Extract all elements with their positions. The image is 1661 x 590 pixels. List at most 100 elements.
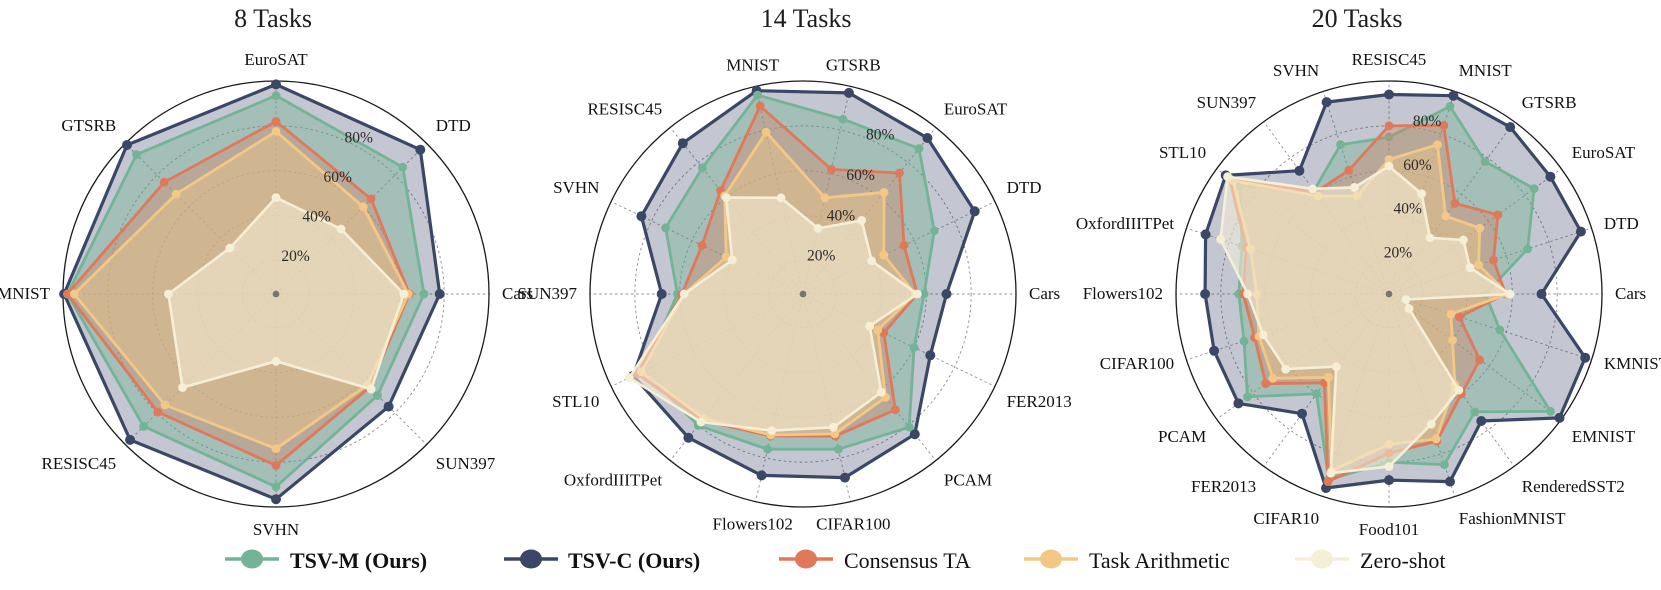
- series-zero_shot-marker-eurosat: [1459, 235, 1468, 245]
- series-zero_shot-marker-oxfordiiitpet: [696, 417, 706, 427]
- series-zero_shot-marker-mnist: [776, 193, 786, 203]
- axis-label-dtd: DTD: [1007, 178, 1042, 197]
- series-tsv_c-marker-pcam: [909, 429, 920, 440]
- tick-label-80%: 80%: [1413, 113, 1442, 130]
- series-tsv_c-marker-cars: [941, 289, 952, 299]
- axis-label-svhn: SVHN: [553, 178, 599, 197]
- series-zero_shot-marker-fer2013: [1331, 362, 1341, 371]
- series-zero_shot-marker-dtd: [1465, 263, 1475, 273]
- series-task_arithmetic-marker-eurosat: [879, 187, 889, 197]
- spoke-dtd: [802, 201, 996, 295]
- series-zero_shot-marker-cars: [1505, 289, 1515, 299]
- series-tsv_c-marker-eurosat: [271, 79, 281, 90]
- series-tsv_m-marker-pcam: [1243, 392, 1252, 402]
- series-tsv_c-marker-resisc45: [125, 434, 136, 445]
- axis-label-fer2013: FER2013: [1191, 477, 1256, 496]
- series-zero_shot-marker-resisc45: [1384, 161, 1394, 171]
- axis-label-eurosat: EuroSAT: [1572, 143, 1636, 162]
- series-tsv_m-marker-gtsrb: [1480, 157, 1490, 167]
- axis-label-pcam: PCAM: [944, 471, 992, 490]
- series-tsv_m-marker-fer2013: [1312, 389, 1321, 399]
- series-task_arithmetic-marker-mnist: [69, 289, 79, 299]
- series-consensus_ta-marker-svhn: [271, 461, 281, 470]
- series-consensus_ta-marker-gtsrb: [159, 177, 169, 187]
- series-consensus_ta-marker-dtd: [1489, 255, 1498, 265]
- series-zero_shot-marker-mnist: [164, 289, 173, 299]
- series-task_arithmetic-marker-fashionmnist: [1431, 434, 1441, 444]
- tick-label-20%: 20%: [1384, 244, 1413, 261]
- axis-label-svhn: SVHN: [253, 520, 299, 539]
- series-tsv_c-marker-svhn: [271, 494, 281, 505]
- series-tsv_m-marker-cifar100: [1239, 336, 1249, 346]
- series-task_arithmetic-marker-dtd: [358, 202, 368, 212]
- tick-label-80%: 80%: [344, 129, 373, 146]
- series-zero_shot-marker-flowers102: [767, 426, 777, 435]
- legend-label-consensus_ta: Consensus TA: [844, 548, 971, 573]
- series-tsv_c-marker-oxfordiiitpet: [1200, 229, 1211, 240]
- series-zero_shot-marker-gtsrb: [813, 224, 823, 233]
- series-zero_shot-marker-svhn: [1350, 183, 1359, 192]
- series-tsv_c-marker-sun397: [383, 401, 394, 412]
- axis-label-stl10: STL10: [1159, 143, 1206, 162]
- tick-label-20%: 20%: [807, 248, 836, 265]
- chart-title-20-tasks: 20 Tasks: [1312, 4, 1403, 33]
- series-consensus_ta-marker-dtd: [899, 241, 909, 250]
- series-zero_shot-marker-svhn: [727, 255, 737, 265]
- series-tsv_m-marker-dtd: [1523, 244, 1532, 254]
- series-consensus_ta-marker-emnist: [1475, 355, 1485, 365]
- series-tsv_m-marker-dtd: [929, 226, 939, 236]
- series-zero_shot-marker-food101: [1384, 462, 1394, 471]
- series-tsv_c-marker-eurosat: [922, 133, 933, 143]
- series-task_arithmetic-marker-eurosat: [271, 126, 281, 136]
- axis-label-food101: Food101: [1359, 520, 1419, 539]
- series-tsv_m-marker-resisc45: [697, 163, 707, 173]
- series-consensus_ta-marker-pcam: [890, 405, 900, 415]
- series-tsv_m-marker-fashionmnist: [1440, 460, 1449, 469]
- series-tsv_m-marker-renderedsst2: [1470, 407, 1480, 417]
- series-tsv_m-marker-mnist: [1445, 102, 1455, 111]
- series-tsv_m-marker-dtd: [398, 162, 408, 172]
- series-consensus_ta-marker-eurosat: [271, 117, 281, 126]
- series-tsv_c-marker-dtd: [1575, 226, 1586, 237]
- legend-item-tsv_c: TSV-C (Ours): [504, 548, 700, 573]
- axis-label-dtd: DTD: [1604, 214, 1639, 233]
- series-tsv_m-marker-fer2013: [909, 343, 919, 352]
- tick-label-60%: 60%: [1403, 157, 1432, 174]
- series-tsv_m-marker-gtsrb: [838, 114, 848, 124]
- series-tsv_m-marker-eurosat: [1529, 184, 1539, 194]
- series-consensus_ta-marker-kmnist: [1455, 312, 1464, 322]
- series-tsv_m-marker-eurosat: [271, 91, 281, 100]
- legend-marker-tsv_m: [241, 549, 263, 569]
- series-consensus_ta-marker-svhn: [697, 241, 707, 250]
- series-tsv_c-marker-flowers102: [1200, 289, 1211, 299]
- spoke-fer2013: [802, 293, 996, 387]
- series-tsv_c-marker-eurosat: [1545, 171, 1556, 182]
- series-task_arithmetic-marker-pcam: [1268, 373, 1278, 383]
- tick-label-40%: 40%: [302, 209, 331, 226]
- series-zero_shot-marker-cifar100: [1258, 330, 1268, 340]
- series-consensus_ta-marker-resisc45: [1384, 121, 1394, 131]
- series-tsv_c-marker-dtd: [969, 206, 980, 217]
- series-zero_shot-marker-renderedsst2: [1454, 385, 1464, 395]
- series-tsv_c-marker-resisc45: [677, 138, 688, 149]
- series-task_arithmetic-marker-gtsrb: [820, 193, 830, 203]
- series-zero_shot-marker-eurosat: [271, 193, 281, 203]
- series-zero_shot: [164, 193, 409, 394]
- series-tsv_m-marker-emnist: [1546, 406, 1555, 416]
- series-consensus_ta-marker-eurosat: [1493, 210, 1503, 220]
- series-task_arithmetic-marker-dtd: [879, 250, 889, 260]
- series-tsv_c-marker-gtsrb: [1505, 122, 1516, 133]
- axis-label-gtsrb: GTSRB: [1522, 93, 1577, 112]
- legend-marker-tsv_c: [520, 549, 542, 569]
- series-tsv_c-marker-sun397: [1294, 165, 1305, 176]
- series-tsv_c-marker-oxfordiiitpet: [683, 432, 694, 443]
- axis-label-fashionmnist: FashionMNIST: [1459, 509, 1566, 528]
- series-tsv_c-marker-resisc45: [1384, 89, 1394, 100]
- series-zero_shot-marker-dtd: [336, 224, 346, 234]
- axis-label-renderedsst2: RenderedSST2: [1522, 477, 1625, 496]
- series-zero_shot-marker-flowers102: [1243, 289, 1253, 299]
- axis-label-cifar10: CIFAR10: [1253, 509, 1319, 528]
- spoke-dtd: [275, 143, 427, 295]
- series-tsv_c-marker-flowers102: [756, 470, 767, 481]
- series-tsv_c-marker-mnist: [1448, 90, 1459, 101]
